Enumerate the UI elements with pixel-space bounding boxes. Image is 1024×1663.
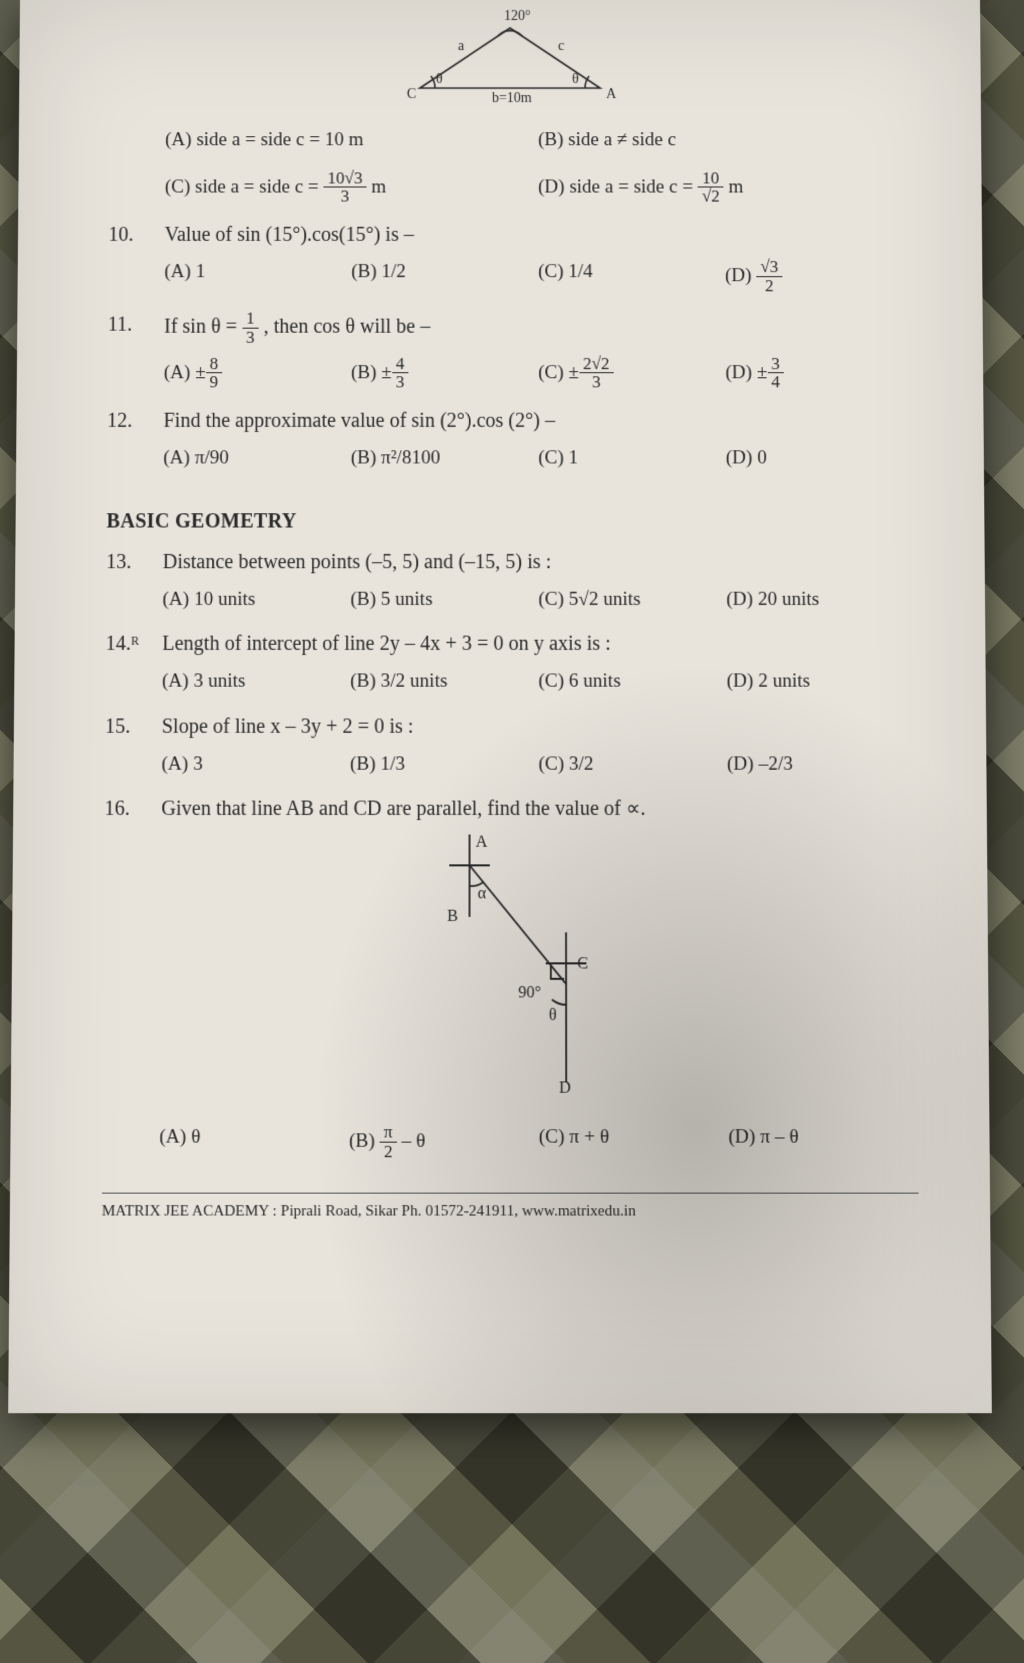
q16-options: (A) θ (B) π2 – θ (C) π + θ (D) π – θ bbox=[159, 1119, 918, 1165]
q11-num: 11. bbox=[108, 309, 165, 339]
q12-text: Find the approximate value of sin (2°).c… bbox=[163, 406, 913, 436]
theta-left: θ bbox=[436, 72, 443, 87]
svg-text:α: α bbox=[478, 885, 487, 903]
q11-a: (A) ±89 bbox=[164, 350, 351, 395]
q15-num: 15. bbox=[105, 711, 162, 742]
q12-row: 12. Find the approximate value of sin (2… bbox=[107, 406, 913, 436]
q9-options-row2: (C) side a = side c = 10√33 m (D) side a… bbox=[165, 165, 912, 210]
q10-num: 10. bbox=[108, 220, 164, 250]
q9-opt-d: (D) side a = side c = 10√2 m bbox=[538, 165, 911, 210]
q9-opt-b: (B) side a ≠ side c bbox=[538, 122, 911, 159]
q10-text: Value of sin (15°).cos(15°) is – bbox=[165, 220, 912, 250]
q10-c: (C) 1/4 bbox=[538, 254, 725, 299]
q16-b: (B) π2 – θ bbox=[349, 1119, 539, 1165]
q11-row: 11. If sin θ = 13 , then cos θ will be – bbox=[108, 309, 913, 346]
svg-text:A: A bbox=[476, 835, 488, 851]
q9-opt-c: (C) side a = side c = 10√33 m bbox=[165, 165, 538, 210]
q9-options-row1: (A) side a = side c = 10 m (B) side a ≠ … bbox=[165, 122, 911, 159]
q13-b: (B) 5 units bbox=[350, 581, 538, 618]
vertex-a: A bbox=[606, 87, 616, 102]
q16-num: 16. bbox=[104, 794, 161, 825]
svg-text:C: C bbox=[577, 955, 588, 973]
footer: MATRIX JEE ACADEMY : Piprali Road, Sikar… bbox=[102, 1193, 919, 1224]
q9c-frac: 10√33 bbox=[323, 169, 366, 206]
q9c-suf: m bbox=[371, 176, 386, 197]
q14-d: (D) 2 units bbox=[727, 663, 915, 700]
q14-options: (A) 3 units (B) 3/2 units (C) 6 units (D… bbox=[162, 663, 915, 700]
q15-c: (C) 3/2 bbox=[538, 746, 727, 783]
q11-b: (B) ±43 bbox=[351, 350, 538, 395]
q16-text: Given that line AB and CD are parallel, … bbox=[161, 794, 916, 825]
q16-a: (A) θ bbox=[159, 1119, 349, 1165]
q13-a: (A) 10 units bbox=[162, 581, 350, 618]
q14-num: 14.ᴿ bbox=[106, 629, 163, 660]
q14-row: 14.ᴿ Length of intercept of line 2y – 4x… bbox=[106, 629, 915, 660]
q12-a: (A) π/90 bbox=[163, 440, 351, 477]
q11-d: (D) ±34 bbox=[725, 350, 912, 395]
svg-text:θ: θ bbox=[549, 1007, 557, 1025]
q15-d: (D) –2/3 bbox=[727, 746, 916, 783]
photo-frame: 120° a c θ θ C A b=10m (A) side a = side… bbox=[0, 0, 1024, 1663]
q11-c: (C) ±2√23 bbox=[538, 350, 725, 395]
q14-a: (A) 3 units bbox=[162, 663, 350, 700]
q10d-frac: √32 bbox=[756, 258, 782, 295]
q15-a: (A) 3 bbox=[161, 746, 350, 783]
q15-text: Slope of line x – 3y + 2 = 0 is : bbox=[162, 711, 916, 742]
q14-b: (B) 3/2 units bbox=[350, 663, 538, 700]
q14-c: (C) 6 units bbox=[538, 663, 726, 700]
q16-d: (D) π – θ bbox=[728, 1119, 918, 1165]
q14-text: Length of intercept of line 2y – 4x + 3 … bbox=[162, 629, 915, 660]
q9c-pre: (C) side a = side c = bbox=[165, 176, 324, 197]
q11-suf: , then cos θ will be – bbox=[264, 315, 431, 337]
vertex-c: C bbox=[407, 87, 416, 102]
q10-row: 10. Value of sin (15°).cos(15°) is – bbox=[108, 220, 911, 250]
q10-options: (A) 1 (B) 1/2 (C) 1/4 (D) √32 bbox=[164, 254, 912, 299]
q13-row: 13. Distance between points (–5, 5) and … bbox=[106, 547, 914, 578]
q11-pre: If sin θ = bbox=[164, 315, 242, 337]
base-label: b=10m bbox=[492, 91, 532, 105]
q13-c: (C) 5√2 units bbox=[538, 581, 726, 618]
q9d-suf: m bbox=[728, 176, 743, 197]
q12-c: (C) 1 bbox=[538, 440, 726, 477]
q10-d: (D) √32 bbox=[725, 254, 912, 299]
q15-b: (B) 1/3 bbox=[350, 746, 539, 783]
q11-text: If sin θ = 13 , then cos θ will be – bbox=[164, 309, 913, 346]
section-heading: BASIC GEOMETRY bbox=[106, 506, 913, 537]
q13-options: (A) 10 units (B) 5 units (C) 5√2 units (… bbox=[162, 581, 914, 618]
q12-b: (B) π²/8100 bbox=[351, 440, 539, 477]
q13-num: 13. bbox=[106, 547, 163, 578]
q10d-pre: (D) bbox=[725, 265, 756, 286]
svg-text:D: D bbox=[559, 1080, 571, 1093]
q16-row: 16. Given that line AB and CD are parall… bbox=[104, 794, 916, 825]
q15-options: (A) 3 (B) 1/3 (C) 3/2 (D) –2/3 bbox=[161, 746, 915, 783]
q9d-frac: 10√2 bbox=[698, 169, 724, 206]
svg-text:90°: 90° bbox=[518, 984, 541, 1002]
apex-angle: 120° bbox=[504, 10, 531, 24]
side-a-label: a bbox=[458, 39, 465, 54]
q10-a: (A) 1 bbox=[164, 254, 351, 299]
q15-row: 15. Slope of line x – 3y + 2 = 0 is : bbox=[105, 711, 915, 742]
q9d-pre: (D) side a = side c = bbox=[538, 176, 698, 197]
exam-paper: 120° a c θ θ C A b=10m (A) side a = side… bbox=[8, 0, 992, 1413]
q16-svg: A B C D α 90° θ bbox=[398, 835, 622, 1093]
svg-text:B: B bbox=[447, 908, 458, 926]
q11-options: (A) ±89 (B) ±43 (C) ±2√23 (D) ±34 bbox=[164, 350, 913, 395]
q16-figure: A B C D α 90° θ bbox=[102, 835, 917, 1103]
q12-options: (A) π/90 (B) π²/8100 (C) 1 (D) 0 bbox=[163, 440, 913, 477]
q12-num: 12. bbox=[107, 406, 164, 436]
theta-right: θ bbox=[572, 72, 579, 87]
q10-b: (B) 1/2 bbox=[351, 254, 538, 299]
q13-text: Distance between points (–5, 5) and (–15… bbox=[163, 547, 914, 578]
q13-d: (D) 20 units bbox=[726, 581, 914, 618]
q11-frac: 13 bbox=[242, 309, 259, 346]
q16-c: (C) π + θ bbox=[539, 1119, 729, 1165]
triangle-figure: 120° a c θ θ C A b=10m bbox=[109, 10, 911, 114]
side-c-label: c bbox=[558, 39, 564, 54]
q9-opt-a: (A) side a = side c = 10 m bbox=[165, 122, 538, 159]
triangle-svg: 120° a c θ θ C A b=10m bbox=[380, 10, 640, 105]
q12-d: (D) 0 bbox=[726, 440, 914, 477]
